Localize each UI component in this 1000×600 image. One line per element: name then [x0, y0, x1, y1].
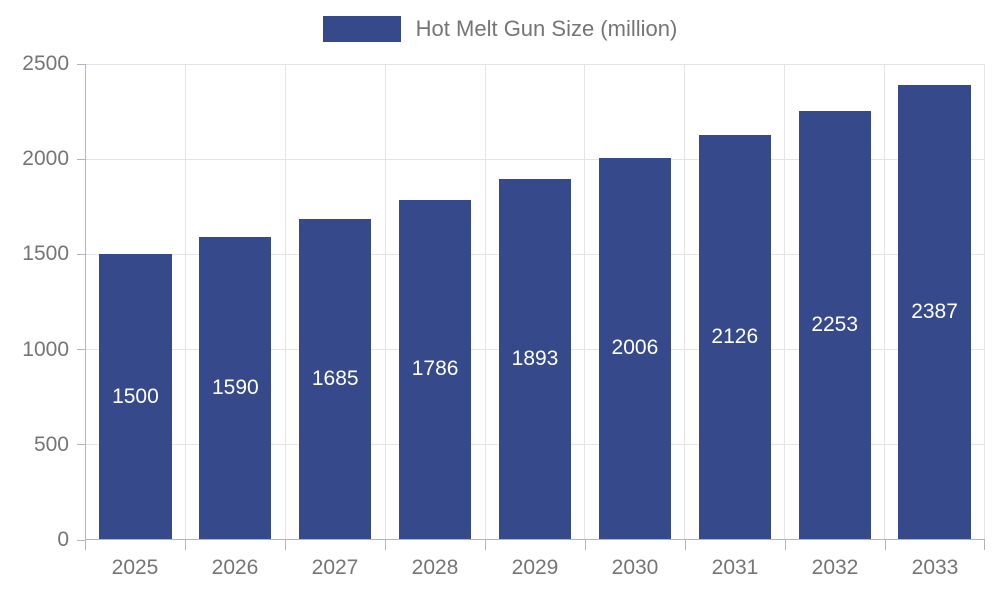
bar-slots: 1500 1590 1685 1786 1893 2006 2126 2253 2387 — [86, 64, 986, 539]
y-axis-tick — [77, 539, 85, 541]
x-axis-label-2030: 2030 — [611, 556, 659, 579]
x-axis-label-2027: 2027 — [311, 556, 359, 579]
y-axis-tick — [77, 253, 85, 255]
legend[interactable]: Hot Melt Gun Size (million) — [0, 16, 1000, 42]
bar-slot-2033: 2387 — [885, 64, 986, 539]
x-axis-label-2026: 2026 — [211, 556, 259, 579]
y-axis: 0 500 1000 1500 2000 2500 — [0, 52, 85, 551]
bar-2029[interactable]: 1893 — [498, 179, 572, 539]
y-axis-label-1000: 1000 — [22, 337, 69, 361]
x-axis-tick — [85, 540, 86, 550]
x-axis-label-2031: 2031 — [711, 556, 759, 579]
y-axis-tick — [77, 349, 85, 351]
x-axis-tick — [384, 540, 386, 550]
bar-slot-2028: 1786 — [386, 64, 486, 539]
x-axis-tick — [785, 540, 786, 550]
x-axis-tick — [984, 540, 985, 550]
bar-value-label-2025: 1500 — [112, 384, 159, 408]
bar-slot-2026: 1590 — [186, 64, 286, 539]
x-axis-label-2032: 2032 — [811, 556, 859, 579]
x-axis-tick — [884, 540, 886, 550]
x-axis-tick — [184, 540, 186, 550]
x-axis-label-2029: 2029 — [511, 556, 559, 579]
x-axis-tick — [684, 540, 686, 550]
gridline — [86, 64, 985, 65]
y-axis-label-1500: 1500 — [22, 242, 69, 266]
bar-2026[interactable]: 1590 — [199, 236, 272, 539]
bar-value-label-2027: 1685 — [311, 366, 359, 390]
gridline — [86, 159, 985, 160]
x-axis-tick — [284, 540, 286, 550]
bar-2027[interactable]: 1685 — [299, 218, 372, 539]
bar-slot-2030: 2006 — [585, 64, 686, 539]
y-axis-label-0: 0 — [57, 528, 69, 551]
plot-area: 1500 1590 1685 1786 1893 2006 2126 2253 2387 — [85, 64, 986, 540]
bar-value-label-2031: 2126 — [711, 325, 759, 349]
x-axis-label-2028: 2028 — [411, 556, 459, 579]
y-axis-label-2000: 2000 — [22, 147, 69, 171]
bar-value-label-2028: 1786 — [411, 357, 459, 381]
y-axis-tick — [77, 158, 85, 160]
bar-value-label-2026: 1590 — [211, 375, 259, 399]
bar-slot-2029: 1893 — [486, 64, 586, 539]
bar-value-label-2032: 2253 — [811, 312, 859, 336]
y-axis-label-500: 500 — [33, 432, 69, 456]
y-axis-tick — [77, 444, 85, 446]
bar-slot-2031: 2126 — [685, 64, 786, 539]
bar-value-label-2030: 2006 — [611, 336, 659, 360]
y-axis-label-2500: 2500 — [22, 52, 69, 75]
x-axis-tick — [484, 540, 486, 550]
bar-value-label-2033: 2387 — [911, 300, 958, 324]
bar-2028[interactable]: 1786 — [399, 199, 472, 539]
x-axis-label-2033: 2033 — [911, 556, 959, 579]
bar-slot-2032: 2253 — [785, 64, 886, 539]
y-axis-tick — [77, 63, 85, 65]
bar-2030[interactable]: 2006 — [598, 157, 671, 539]
legend-swatch — [322, 16, 401, 42]
bar-2031[interactable]: 2126 — [698, 135, 771, 539]
x-axis-label-2025: 2025 — [111, 556, 159, 579]
x-axis: 2025 2026 2027 2028 2029 2030 2031 2032 2033 — [85, 556, 985, 580]
x-axis-tick — [585, 540, 586, 550]
bar-slot-2027: 1685 — [286, 64, 386, 539]
bar-slot-2025: 1500 — [86, 64, 186, 539]
bar-value-label-2029: 1893 — [511, 347, 559, 371]
x-ticks — [85, 540, 985, 550]
bar-2033[interactable]: 2387 — [898, 85, 971, 539]
legend-label: Hot Melt Gun Size (million) — [415, 16, 678, 41]
bar-2032[interactable]: 2253 — [798, 110, 871, 539]
bar-2025[interactable]: 1500 — [99, 254, 172, 539]
